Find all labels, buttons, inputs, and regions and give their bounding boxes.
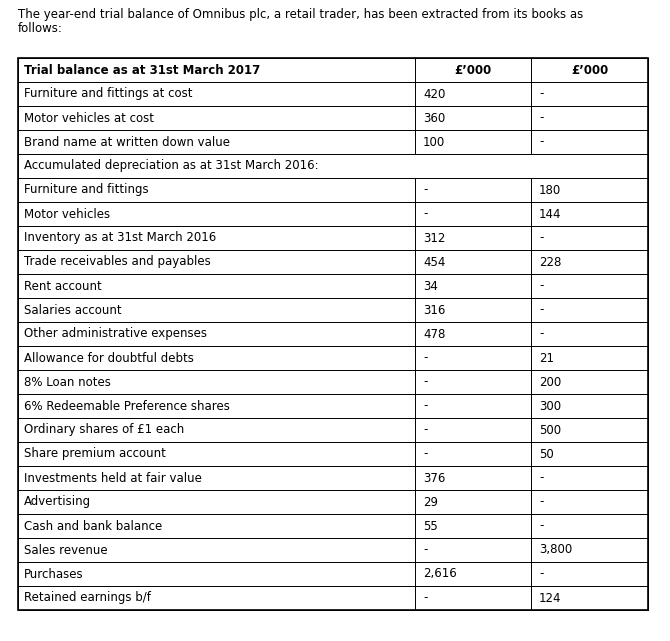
Bar	[18, 226, 648, 250]
Text: 29: 29	[423, 495, 438, 508]
Bar	[18, 466, 648, 490]
Text: The year-end trial balance of Omnibus plc, a retail trader, has been extracted f: The year-end trial balance of Omnibus pl…	[18, 8, 584, 21]
Text: Motor vehicles at cost: Motor vehicles at cost	[24, 112, 154, 124]
Bar	[18, 202, 648, 226]
Text: 2,616: 2,616	[423, 567, 457, 581]
Text: -: -	[423, 399, 427, 413]
Text: £’000: £’000	[454, 63, 492, 76]
Text: £’000: £’000	[571, 63, 608, 76]
Text: 50: 50	[539, 447, 553, 460]
Text: 316: 316	[423, 303, 446, 317]
Text: -: -	[423, 183, 427, 197]
Text: 124: 124	[539, 592, 561, 604]
Text: -: -	[539, 328, 543, 340]
Text: -: -	[423, 424, 427, 437]
Text: Brand name at written down value: Brand name at written down value	[24, 135, 230, 149]
Bar	[18, 394, 648, 418]
Text: 228: 228	[539, 256, 561, 269]
Text: Advertising: Advertising	[24, 495, 91, 508]
Text: -: -	[423, 544, 427, 556]
Text: -: -	[539, 472, 543, 485]
Text: -: -	[423, 351, 427, 365]
Text: 376: 376	[423, 472, 446, 485]
Bar	[18, 82, 648, 106]
Text: -: -	[539, 567, 543, 581]
Bar	[18, 586, 648, 610]
Bar	[18, 58, 648, 82]
Text: 55: 55	[423, 519, 438, 533]
Bar	[18, 538, 648, 562]
Bar	[18, 154, 648, 178]
Text: Trial balance as at 31st March 2017: Trial balance as at 31st March 2017	[24, 63, 260, 76]
Bar	[18, 130, 648, 154]
Bar	[18, 58, 648, 610]
Text: follows:: follows:	[18, 22, 63, 35]
Text: Other administrative expenses: Other administrative expenses	[24, 328, 207, 340]
Text: 360: 360	[423, 112, 446, 124]
Text: Ordinary shares of £1 each: Ordinary shares of £1 each	[24, 424, 184, 437]
Text: Trade receivables and payables: Trade receivables and payables	[24, 256, 211, 269]
Text: -: -	[423, 376, 427, 388]
Text: Investments held at fair value: Investments held at fair value	[24, 472, 202, 485]
Text: -: -	[539, 279, 543, 292]
Bar	[18, 370, 648, 394]
Text: Inventory as at 31st March 2016: Inventory as at 31st March 2016	[24, 231, 216, 244]
Bar	[18, 274, 648, 298]
Text: Furniture and fittings at cost: Furniture and fittings at cost	[24, 88, 192, 101]
Text: 312: 312	[423, 231, 446, 244]
Bar	[18, 322, 648, 346]
Text: -: -	[539, 112, 543, 124]
Text: -: -	[423, 592, 427, 604]
Text: 180: 180	[539, 183, 561, 197]
Text: Cash and bank balance: Cash and bank balance	[24, 519, 162, 533]
Text: -: -	[539, 495, 543, 508]
Text: Purchases: Purchases	[24, 567, 84, 581]
Text: Salaries account: Salaries account	[24, 303, 122, 317]
Text: 3,800: 3,800	[539, 544, 572, 556]
Text: -: -	[539, 231, 543, 244]
Bar	[18, 514, 648, 538]
Bar	[18, 106, 648, 130]
Text: Allowance for doubtful debts: Allowance for doubtful debts	[24, 351, 194, 365]
Text: Rent account: Rent account	[24, 279, 102, 292]
Text: Furniture and fittings: Furniture and fittings	[24, 183, 149, 197]
Text: -: -	[423, 208, 427, 221]
Bar	[18, 178, 648, 202]
Text: 8% Loan notes: 8% Loan notes	[24, 376, 111, 388]
Text: 478: 478	[423, 328, 446, 340]
Text: 21: 21	[539, 351, 554, 365]
Text: 100: 100	[423, 135, 446, 149]
Text: -: -	[539, 135, 543, 149]
Text: -: -	[539, 519, 543, 533]
Text: 454: 454	[423, 256, 446, 269]
Bar	[18, 490, 648, 514]
Text: Sales revenue: Sales revenue	[24, 544, 108, 556]
Bar	[18, 442, 648, 466]
Bar	[18, 298, 648, 322]
Bar	[18, 418, 648, 442]
Text: 420: 420	[423, 88, 446, 101]
Text: Motor vehicles: Motor vehicles	[24, 208, 110, 221]
Text: -: -	[539, 88, 543, 101]
Text: Share premium account: Share premium account	[24, 447, 166, 460]
Text: 34: 34	[423, 279, 438, 292]
Text: 500: 500	[539, 424, 561, 437]
Text: 200: 200	[539, 376, 561, 388]
Bar	[18, 346, 648, 370]
Text: 6% Redeemable Preference shares: 6% Redeemable Preference shares	[24, 399, 230, 413]
Bar	[18, 250, 648, 274]
Text: -: -	[539, 303, 543, 317]
Text: Accumulated depreciation as at 31st March 2016:: Accumulated depreciation as at 31st Marc…	[24, 160, 319, 172]
Text: -: -	[423, 447, 427, 460]
Text: Retained earnings b/f: Retained earnings b/f	[24, 592, 151, 604]
Text: 144: 144	[539, 208, 561, 221]
Bar	[18, 562, 648, 586]
Text: 300: 300	[539, 399, 561, 413]
